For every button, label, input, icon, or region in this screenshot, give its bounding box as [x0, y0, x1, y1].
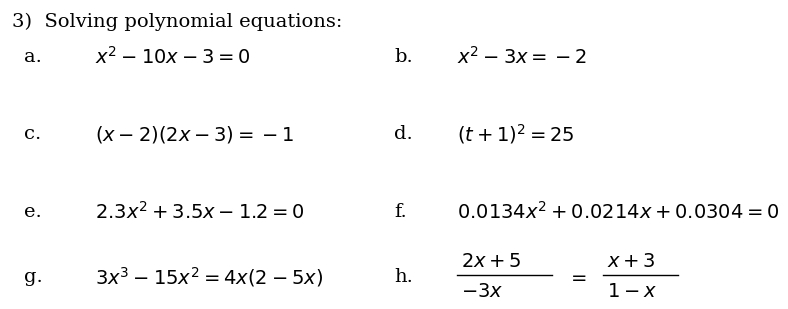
Text: $(t+1)^{2}=25$: $(t+1)^{2}=25$ [457, 122, 574, 146]
Text: $3x^{3}-15x^{2}=4x(2-5x)$: $3x^{3}-15x^{2}=4x(2-5x)$ [95, 265, 323, 289]
Text: $(x-2)(2x-3)=-1$: $(x-2)(2x-3)=-1$ [95, 124, 294, 145]
Text: g.: g. [24, 268, 43, 286]
Text: $2x+5$: $2x+5$ [461, 252, 522, 271]
Text: $x+3$: $x+3$ [607, 252, 656, 271]
Text: d.: d. [394, 125, 413, 143]
Text: $1-x$: $1-x$ [607, 282, 657, 301]
Text: $2.3x^{2}+3.5x-1.2=0$: $2.3x^{2}+3.5x-1.2=0$ [95, 201, 304, 222]
Text: $0.0134x^{2}+0.0214x+0.0304=0$: $0.0134x^{2}+0.0214x+0.0304=0$ [457, 201, 779, 222]
Text: h.: h. [394, 268, 413, 286]
Text: 3)  Solving polynomial equations:: 3) Solving polynomial equations: [12, 12, 342, 31]
Text: $x^{2}-3x=-2$: $x^{2}-3x=-2$ [457, 46, 587, 68]
Text: a.: a. [24, 48, 42, 66]
Text: $-3x$: $-3x$ [461, 282, 504, 301]
Text: f.: f. [394, 203, 407, 221]
Text: b.: b. [394, 48, 413, 66]
Text: $x^{2}-10x-3=0$: $x^{2}-10x-3=0$ [95, 46, 251, 68]
Text: c.: c. [24, 125, 41, 143]
Text: $=$: $=$ [567, 267, 588, 286]
Text: e.: e. [24, 203, 42, 221]
